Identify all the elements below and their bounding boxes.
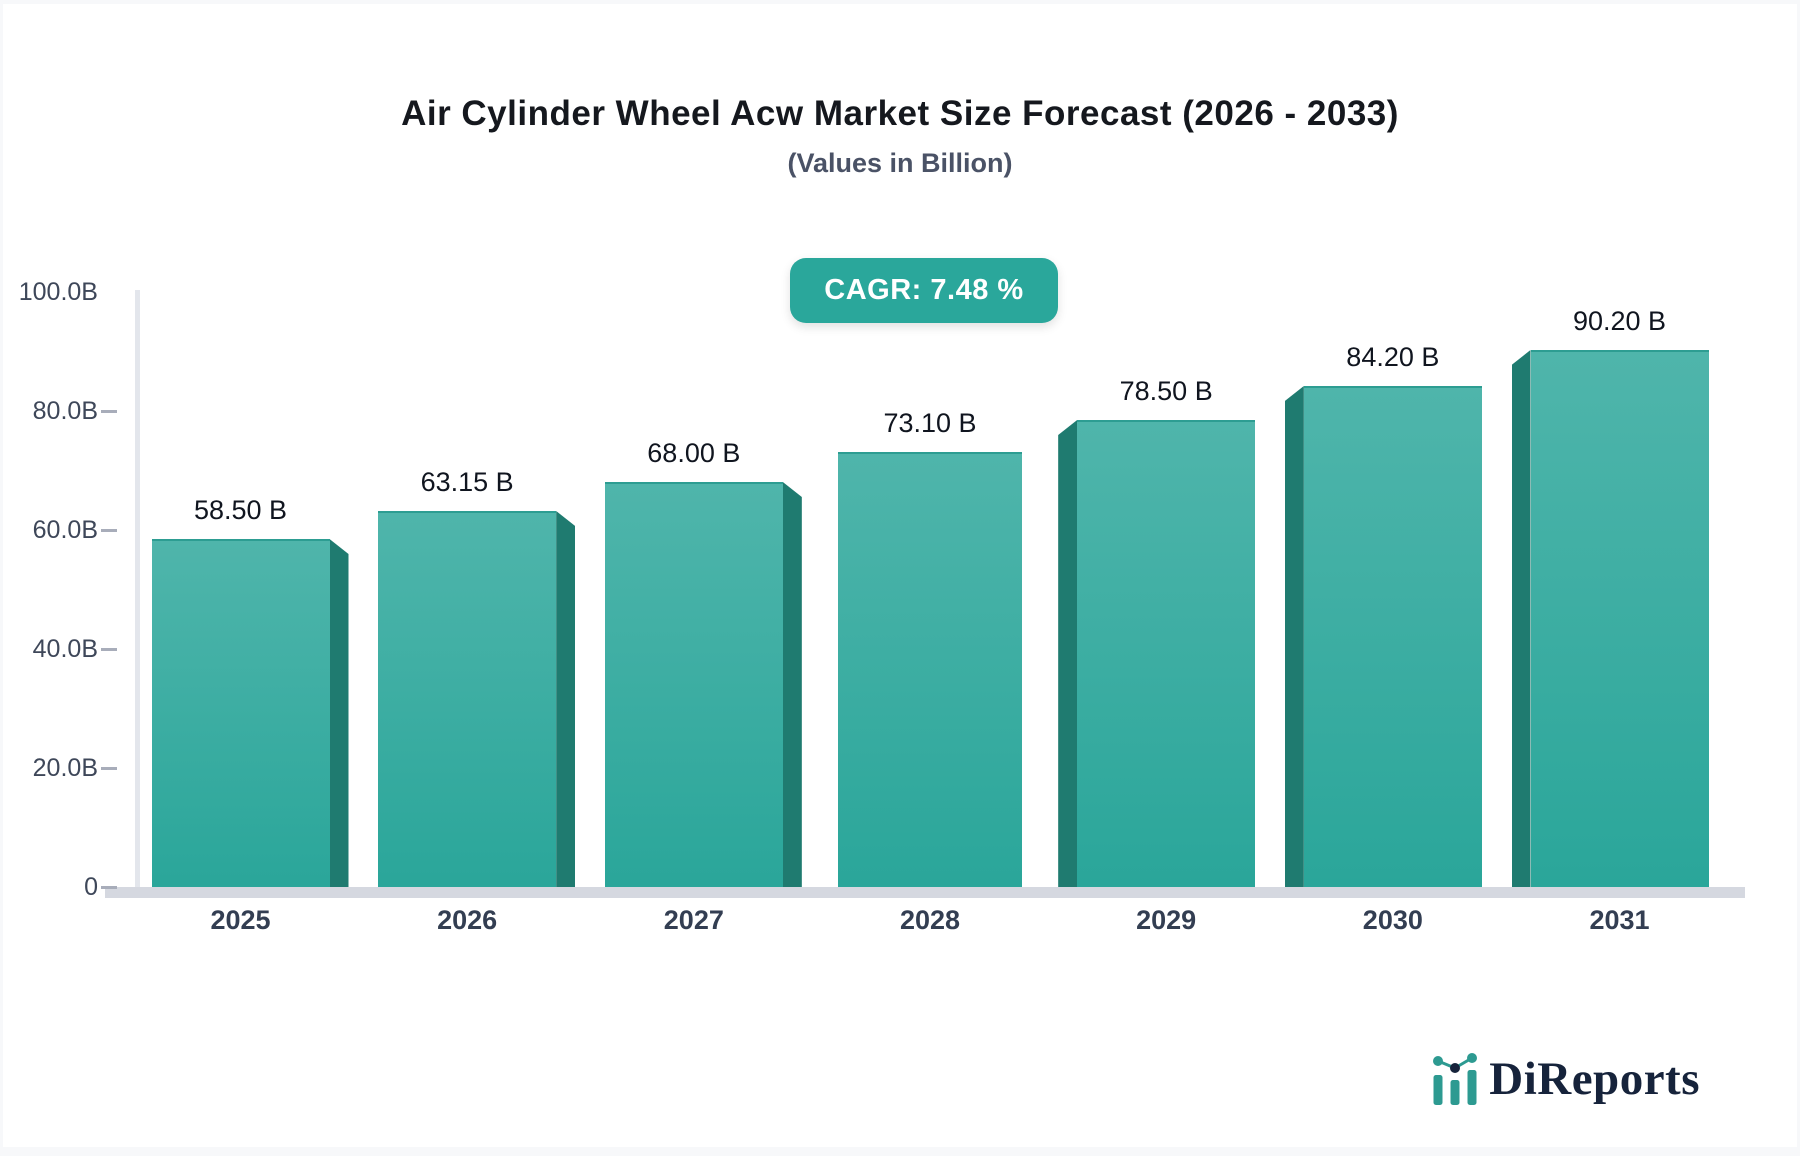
bar-2028 bbox=[838, 452, 1022, 887]
y-tick-dash-20 bbox=[101, 767, 117, 770]
chart-title: Air Cylinder Wheel Acw Market Size Forec… bbox=[401, 94, 1399, 133]
y-tick-label-80: 80.0B bbox=[32, 397, 98, 425]
cagr-badge: CAGR: 7.48 % bbox=[790, 258, 1058, 323]
x-axis-label-2028: 2028 bbox=[899, 905, 961, 935]
bar-bevel-2027 bbox=[782, 482, 802, 887]
y-tick-dash-0 bbox=[101, 886, 117, 889]
y-axis-line bbox=[135, 290, 140, 888]
bar-value-label-2028: 73.10 B bbox=[883, 408, 977, 438]
bar-2029 bbox=[1058, 420, 1256, 887]
bar-value-label-2026: 63.15 B bbox=[420, 467, 514, 497]
bar-face-2030 bbox=[1303, 386, 1482, 887]
y-tick-label-0: 0 bbox=[84, 873, 98, 901]
chart-subtitle: (Values in Billion) bbox=[787, 148, 1013, 178]
bar-value-label-2030: 84.20 B bbox=[1346, 342, 1440, 372]
x-axis-label-2030: 2030 bbox=[1362, 905, 1423, 935]
bar-bevel-2029 bbox=[1058, 420, 1078, 887]
y-tick-dash-60 bbox=[101, 529, 117, 532]
bar-face-2025 bbox=[151, 539, 330, 887]
bar-face-2029 bbox=[1077, 420, 1256, 887]
cagr-label: CAGR: 7.48 % bbox=[824, 274, 1024, 306]
x-axis-label-2025: 2025 bbox=[210, 905, 271, 935]
bar-2030 bbox=[1284, 386, 1482, 887]
x-axis-label-2031: 2031 bbox=[1589, 905, 1650, 935]
bar-2027 bbox=[604, 482, 802, 887]
bar-face-2027 bbox=[604, 482, 783, 887]
bar-2031 bbox=[1511, 350, 1709, 887]
bar-2026 bbox=[378, 511, 576, 887]
bar-value-label-2027: 68.00 B bbox=[647, 438, 741, 468]
brand-logo: DiReports bbox=[1431, 1051, 1700, 1107]
logo-chart-icon bbox=[1433, 1053, 1478, 1105]
x-axis-baseline-band bbox=[105, 887, 1745, 898]
x-axis-label-2029: 2029 bbox=[1136, 905, 1197, 935]
bar-face-2031 bbox=[1530, 350, 1709, 887]
bar-bevel-2025 bbox=[329, 539, 349, 887]
y-tick-label-20: 20.0B bbox=[32, 754, 98, 782]
x-axis-label-2027: 2027 bbox=[663, 905, 724, 935]
logo-text: DiReports bbox=[1489, 1053, 1700, 1105]
bar-bevel-2030 bbox=[1284, 386, 1304, 887]
bar-face-2028 bbox=[838, 452, 1022, 887]
bar-bevel-2026 bbox=[556, 511, 576, 887]
y-tick-label-40: 40.0B bbox=[32, 635, 98, 663]
y-tick-label-100: 100.0B bbox=[18, 278, 98, 306]
bar-value-label-2031: 90.20 B bbox=[1572, 306, 1667, 336]
bar-bevel-2031 bbox=[1511, 350, 1531, 887]
bar-face-2026 bbox=[378, 511, 557, 887]
x-axis-label-2026: 2026 bbox=[437, 905, 498, 935]
bar-2025 bbox=[151, 539, 349, 887]
bar-value-label-2029: 78.50 B bbox=[1119, 376, 1213, 406]
y-tick-dash-80 bbox=[101, 410, 117, 413]
y-tick-dash-40 bbox=[101, 648, 117, 651]
bar-value-label-2025: 58.50 B bbox=[193, 495, 288, 525]
y-tick-label-60: 60.0B bbox=[32, 516, 98, 544]
